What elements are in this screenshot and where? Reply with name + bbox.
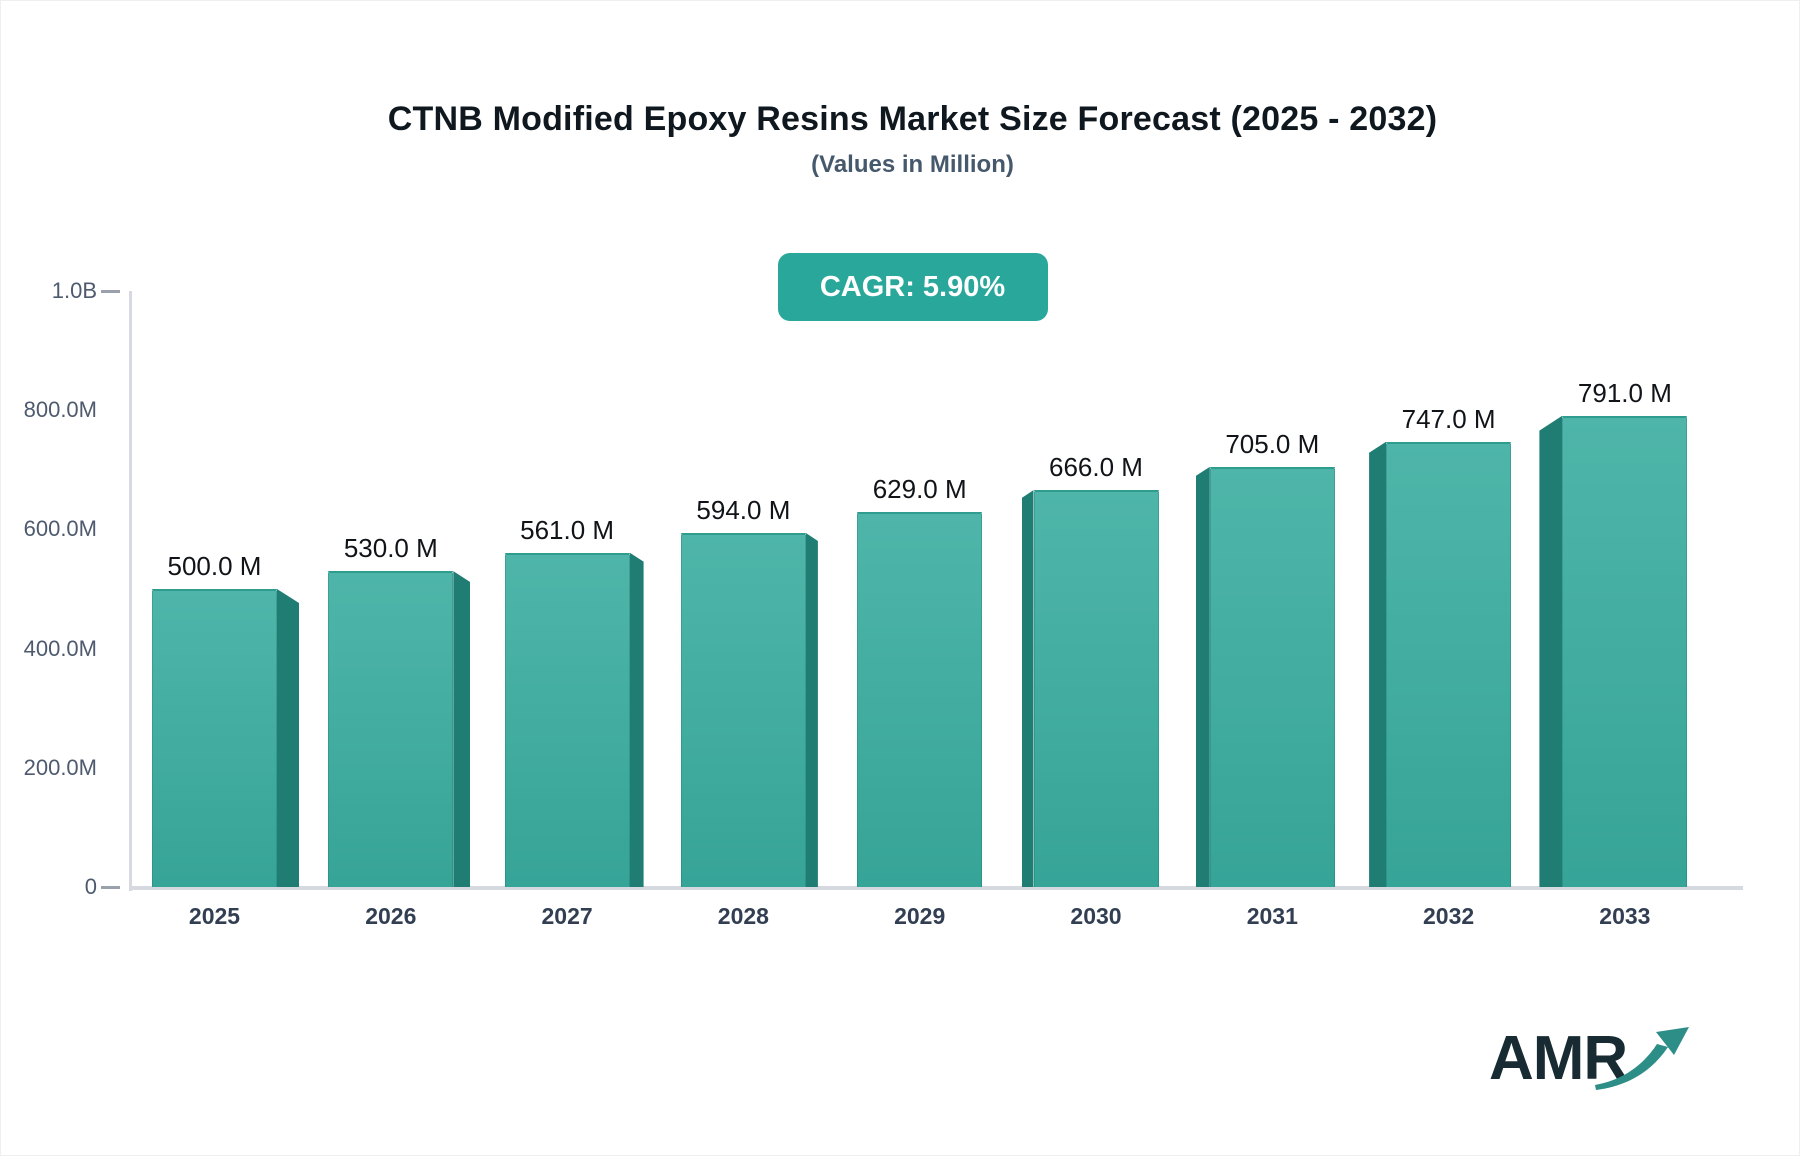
y-tick-label: 800.0M bbox=[23, 397, 97, 423]
y-tick-label: 600.0M bbox=[23, 516, 97, 542]
bar-value-label-2030: 666.0 M bbox=[1049, 452, 1143, 483]
bar-value-label-2028: 594.0 M bbox=[696, 494, 791, 525]
y-tick-label: 200.0M bbox=[23, 754, 97, 780]
x-axis-label-2033: 2033 bbox=[1599, 903, 1651, 929]
x-axis-baseline bbox=[129, 886, 1743, 890]
chart-title: CTNB Modified Epoxy Resins Market Size F… bbox=[387, 100, 1438, 138]
bar-2031 bbox=[1209, 466, 1335, 887]
x-axis-label-2027: 2027 bbox=[541, 903, 593, 929]
amr-logo-text: AMR bbox=[1489, 1024, 1628, 1093]
x-axis-label-2028: 2028 bbox=[717, 903, 769, 929]
bar-3d-side-2028 bbox=[805, 532, 818, 887]
bar-value-label-2029: 629.0 M bbox=[872, 474, 967, 505]
x-axis-label-2025: 2025 bbox=[188, 903, 241, 929]
y-axis-line bbox=[129, 291, 132, 891]
bar-3d-side-2030 bbox=[1021, 490, 1034, 887]
bar-value-label-2032: 747.0 M bbox=[1401, 403, 1496, 434]
bar-value-label-2026: 530.0 M bbox=[343, 533, 438, 564]
bar-2025 bbox=[152, 589, 277, 887]
x-axis-label-2032: 2032 bbox=[1423, 903, 1475, 929]
chart-header: CTNB Modified Epoxy Resins Market Size F… bbox=[1, 1, 1799, 321]
bar-value-label-2033: 791.0 M bbox=[1577, 377, 1672, 408]
amr-logo: AMR bbox=[1489, 1017, 1704, 1103]
bar-3d-side-2027 bbox=[629, 552, 644, 887]
chart-subtitle: (Values in Million) bbox=[811, 151, 1014, 178]
bar-3d-side-2031 bbox=[1195, 466, 1210, 887]
bar-3d-side-2026 bbox=[453, 571, 471, 887]
bar-2026 bbox=[328, 571, 454, 887]
bar-value-label-2025: 500.0 M bbox=[167, 551, 262, 581]
y-tick-dash bbox=[101, 885, 120, 889]
x-axis-label-2026: 2026 bbox=[365, 903, 417, 929]
y-tick-dash bbox=[101, 289, 120, 293]
x-axis-label-2030: 2030 bbox=[1070, 903, 1122, 929]
cagr-badge: CAGR: 5.90% bbox=[777, 253, 1048, 321]
bar-3d-side-2025 bbox=[277, 589, 299, 887]
y-tick-label: 0 bbox=[84, 874, 97, 899]
y-tick-label: 1.0B bbox=[51, 278, 97, 303]
y-tick-label: 400.0M bbox=[23, 635, 97, 661]
bar-3d-side-2033 bbox=[1539, 415, 1563, 887]
growth-arrow-icon bbox=[1595, 1027, 1689, 1090]
bar-2029 bbox=[857, 512, 983, 887]
bar-2030 bbox=[1033, 490, 1159, 887]
bar-3d-side-2032 bbox=[1369, 441, 1387, 887]
bar-value-label-2031: 705.0 M bbox=[1225, 428, 1320, 459]
bar-2027 bbox=[504, 552, 630, 887]
x-axis-label-2031: 2031 bbox=[1246, 903, 1298, 929]
bar-2033 bbox=[1562, 415, 1688, 887]
x-axis-label-2029: 2029 bbox=[894, 903, 946, 929]
bar-value-label-2027: 561.0 M bbox=[520, 514, 615, 545]
bar-2032 bbox=[1386, 441, 1512, 887]
bar-2028 bbox=[680, 532, 806, 887]
